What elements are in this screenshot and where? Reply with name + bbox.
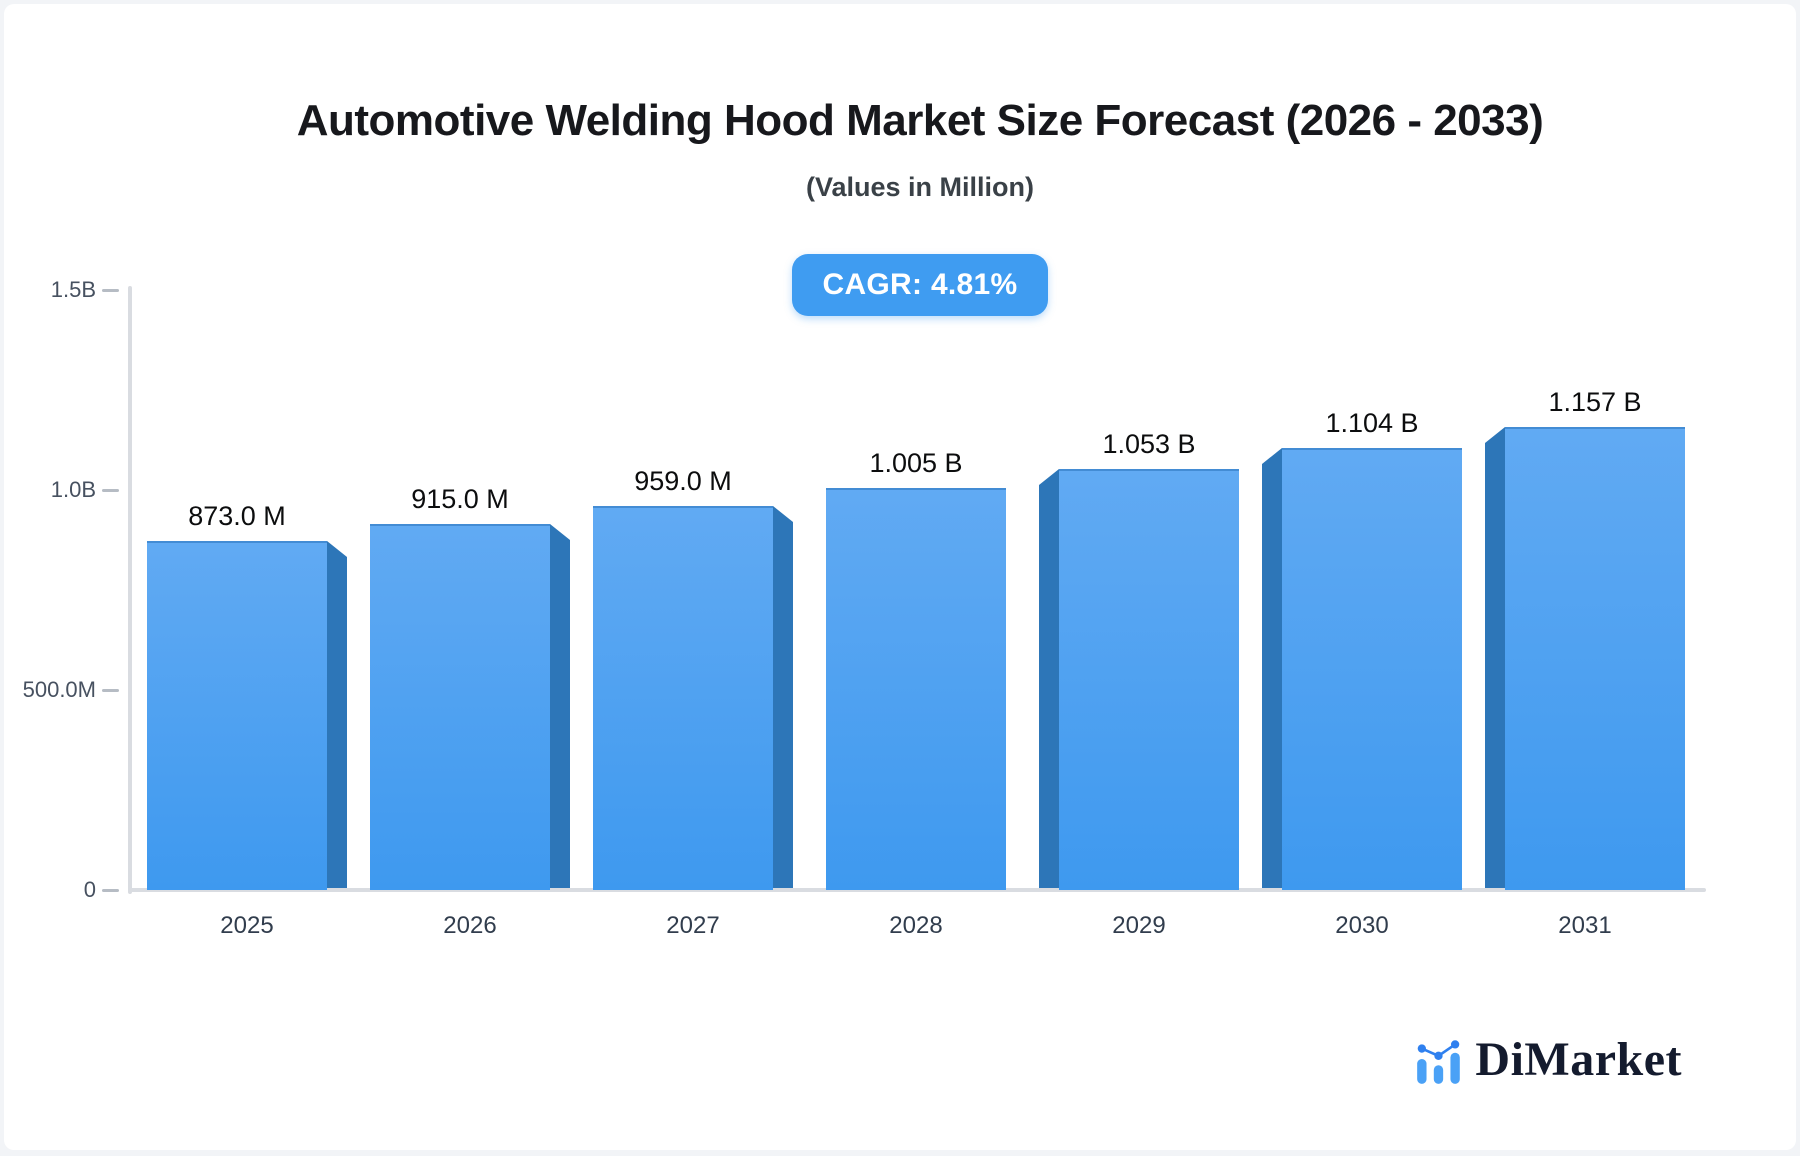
bar-value-label: 1.005 B — [869, 448, 963, 478]
bar — [1282, 448, 1462, 890]
bar — [593, 506, 773, 890]
dimarket-logo-icon — [1417, 1039, 1461, 1084]
bar-3d-side — [1039, 469, 1059, 888]
bar-3d-side — [1262, 448, 1282, 888]
bar-value-label: 1.053 B — [1102, 429, 1196, 459]
bar-3d-side — [550, 524, 570, 888]
y-axis-tick-label: 0 — [83, 877, 96, 902]
bar-value-label: 1.157 B — [1548, 387, 1642, 417]
chart-title: Automotive Welding Hood Market Size Fore… — [296, 96, 1544, 145]
brand-name: DiMarket — [1475, 1033, 1682, 1086]
x-axis-category-label: 2026 — [443, 912, 497, 939]
bar-3d-side — [773, 506, 793, 888]
x-axis-line — [128, 888, 1706, 892]
x-axis-category-label: 2030 — [1335, 912, 1389, 939]
bar — [1059, 469, 1239, 890]
x-axis-category-label: 2025 — [220, 912, 274, 939]
y-axis-tick-mark — [102, 489, 119, 492]
cagr-badge-row: CAGR: 4.81% — [44, 254, 1796, 316]
x-axis-category-label: 2029 — [1112, 912, 1166, 939]
bar-value-label: 959.0 M — [634, 466, 732, 496]
bar-value-label: 915.0 M — [411, 484, 509, 514]
y-axis-line — [128, 286, 132, 894]
bar — [826, 488, 1006, 890]
bar-value-label: 873.0 M — [188, 501, 286, 531]
cagr-badge: CAGR: 4.81% — [792, 254, 1048, 316]
x-axis-category-label: 2028 — [889, 912, 943, 939]
bar-3d-side — [327, 541, 347, 888]
bar-value-label: 1.104 B — [1325, 408, 1419, 438]
x-axis-category-label: 2027 — [666, 912, 720, 939]
bar-3d-side — [1485, 427, 1505, 888]
brand-logo: DiMarket — [1416, 1032, 1682, 1087]
bar — [147, 541, 327, 890]
x-axis-category-label: 2031 — [1558, 912, 1612, 939]
y-axis-tick-label: 1.0B — [50, 477, 96, 502]
y-axis-tick-mark — [102, 889, 119, 892]
bar — [370, 524, 550, 890]
bar — [1505, 427, 1685, 890]
chart-card: Automotive Welding Hood Market Size Fore… — [4, 4, 1796, 1150]
y-axis-tick-mark — [102, 689, 119, 692]
chart-subtitle: (Values in Million) — [805, 172, 1035, 202]
y-axis-tick-mark — [102, 289, 119, 292]
y-axis-tick-label: 1.5B — [50, 277, 96, 302]
y-axis-tick-label: 500.0M — [22, 677, 96, 702]
